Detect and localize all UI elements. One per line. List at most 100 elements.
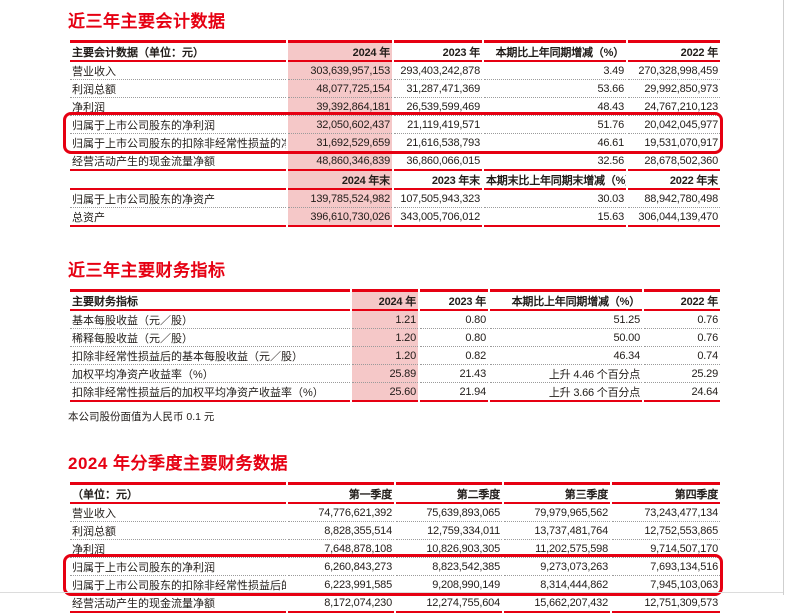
row-label: 归属于上市公司股东的扣除非经常性损益的净利润 [70,134,286,152]
quarterly-data-table-wrap: （单位：元） 第一季度 第二季度 第三季度 第四季度 营业收入 74,776,6… [63,482,723,613]
table-row: 营业收入 74,776,621,392 75,639,893,065 79,97… [70,504,720,522]
cell-value: 0.76 [644,311,720,329]
cell-value: 11,202,575,598 [504,540,610,558]
cell-value: 13,737,481,764 [504,522,610,540]
cell-value: 396,610,730,026 [288,208,392,227]
cell-value: 7,693,134,516 [612,558,720,576]
cell-value: 73,243,477,134 [612,504,720,522]
cell-value: 1.20 [352,329,418,347]
cell-value: 0.82 [420,347,488,365]
cell-value: 21,119,419,571 [394,116,482,134]
row-label: 稀释每股收益（元／股） [70,329,350,347]
row-label: 利润总额 [70,80,286,98]
cell-value: 20,042,045,977 [628,116,720,134]
table-row-highlighted: 归属于上市公司股东的净利润 6,260,843,273 8,823,542,38… [70,558,720,576]
cell-value: 31,692,529,659 [288,134,392,152]
row-label: 营业收入 [70,62,286,80]
column-header-change: 本期比上年同期增减（%） [484,40,626,62]
column-header-q1: 第一季度 [288,482,394,504]
cell-value: 32,050,602,437 [288,116,392,134]
row-label: 归属于上市公司股东的净利润 [70,558,286,576]
cell-value: 19,531,070,917 [628,134,720,152]
table-row: 经营活动产生的现金流量净额 8,172,074,230 12,274,755,6… [70,594,720,613]
table-row: 经营活动产生的现金流量净额 48,860,346,839 36,860,066,… [70,152,720,171]
column-header-unit: （单位：元） [70,482,286,504]
cell-value: 53.66 [484,80,626,98]
cell-value: 12,759,334,011 [396,522,502,540]
cell-value: 48,860,346,839 [288,152,392,171]
row-label: 营业收入 [70,504,286,522]
column-header-2024-end: 2024 年末 [288,171,392,190]
column-header-2023: 2023 年 [394,40,482,62]
table-subheader-row: 2024 年末 2023 年末 本期末比上年同期末增减（%） 2022 年末 [70,171,720,190]
cell-value: 15,662,207,432 [504,594,610,613]
row-label: 加权平均净资产收益率（%） [70,365,350,383]
cell-value: 0.76 [644,329,720,347]
cell-value: 74,776,621,392 [288,504,394,522]
cell-value: 51.25 [490,311,642,329]
report-page: 近三年主要会计数据 主要会计数据（单位：元） 2024 年 2023 年 本期比… [63,0,723,613]
row-label: 基本每股收益（元／股） [70,311,350,329]
column-header-change: 本期比上年同期增减（%） [490,289,642,311]
column-header: 主要财务指标 [70,289,350,311]
table-row: 扣除非经常性损益后的基本每股收益（元／股） 1.20 0.82 46.34 0.… [70,347,720,365]
column-header-2024: 2024 年 [352,289,418,311]
accounting-data-table-wrap: 主要会计数据（单位：元） 2024 年 2023 年 本期比上年同期增减（%） … [63,40,723,227]
cell-value: 36,860,066,015 [394,152,482,171]
table-row: 稀释每股收益（元／股） 1.20 0.80 50.00 0.76 [70,329,720,347]
table-row: 净利润 7,648,878,108 10,826,903,305 11,202,… [70,540,720,558]
cell-value: 24.64 [644,383,720,402]
table-row-highlighted: 归属于上市公司股东的扣除非经常性损益的净利润 31,692,529,659 21… [70,134,720,152]
cell-value: 30.03 [484,190,626,208]
table-row: 营业收入 303,639,957,153 293,403,242,878 3.4… [70,62,720,80]
column-header-q3: 第三季度 [504,482,610,504]
cell-value: 12,751,309,573 [612,594,720,613]
financial-indicators-table-wrap: 主要财务指标 2024 年 2023 年 本期比上年同期增减（%） 2022 年… [68,289,722,402]
row-label: 归属于上市公司股东的净利润 [70,116,286,134]
cell-value: 12,274,755,604 [396,594,502,613]
table-row: 利润总额 8,828,355,514 12,759,334,011 13,737… [70,522,720,540]
cell-value: 7,648,878,108 [288,540,394,558]
cell-value: 10,826,903,305 [396,540,502,558]
cell-value: 75,639,893,065 [396,504,502,522]
column-header-q4: 第四季度 [612,482,720,504]
row-label: 扣除非经常性损益后的加权平均净资产收益率（%） [70,383,350,402]
cell-value: 107,505,943,323 [394,190,482,208]
column-header: 主要会计数据（单位：元） [70,40,286,62]
cell-value: 139,785,524,982 [288,190,392,208]
column-header-empty [70,171,286,190]
cell-value: 88,942,780,498 [628,190,720,208]
column-header-2022: 2022 年 [644,289,720,311]
cell-value: 28,678,502,360 [628,152,720,171]
cell-value: 9,714,507,170 [612,540,720,558]
quarterly-data-table: （单位：元） 第一季度 第二季度 第三季度 第四季度 营业收入 74,776,6… [68,482,722,613]
page-edge-horizontal [0,592,783,593]
footnote-par-value: 本公司股份面值为人民币 0.1 元 [68,411,215,423]
column-header-2023-end: 2023 年末 [394,171,482,190]
cell-value: 39,392,864,181 [288,98,392,116]
cell-value: 306,044,139,470 [628,208,720,227]
cell-value: 0.80 [420,311,488,329]
cell-value: 303,639,957,153 [288,62,392,80]
row-label: 净利润 [70,540,286,558]
cell-value: 12,752,553,865 [612,522,720,540]
cell-value: 21,616,538,793 [394,134,482,152]
cell-value: 0.74 [644,347,720,365]
cell-value: 25.89 [352,365,418,383]
table-row: 基本每股收益（元／股） 1.21 0.80 51.25 0.76 [70,311,720,329]
cell-value: 79,979,965,562 [504,504,610,522]
cell-value: 50.00 [490,329,642,347]
cell-value: 31,287,471,369 [394,80,482,98]
row-label: 总资产 [70,208,286,227]
column-header-2022: 2022 年 [628,40,720,62]
table-header-row: 主要财务指标 2024 年 2023 年 本期比上年同期增减（%） 2022 年 [70,289,720,311]
cell-value: 25.60 [352,383,418,402]
column-header-q2: 第二季度 [396,482,502,504]
cell-value: 21.43 [420,365,488,383]
table-row-highlighted: 归属于上市公司股东的净利润 32,050,602,437 21,119,419,… [70,116,720,134]
cell-value: 3.49 [484,62,626,80]
cell-value: 343,005,706,012 [394,208,482,227]
row-label: 经营活动产生的现金流量净额 [70,594,286,613]
cell-value: 29,992,850,973 [628,80,720,98]
row-label: 净利润 [70,98,286,116]
